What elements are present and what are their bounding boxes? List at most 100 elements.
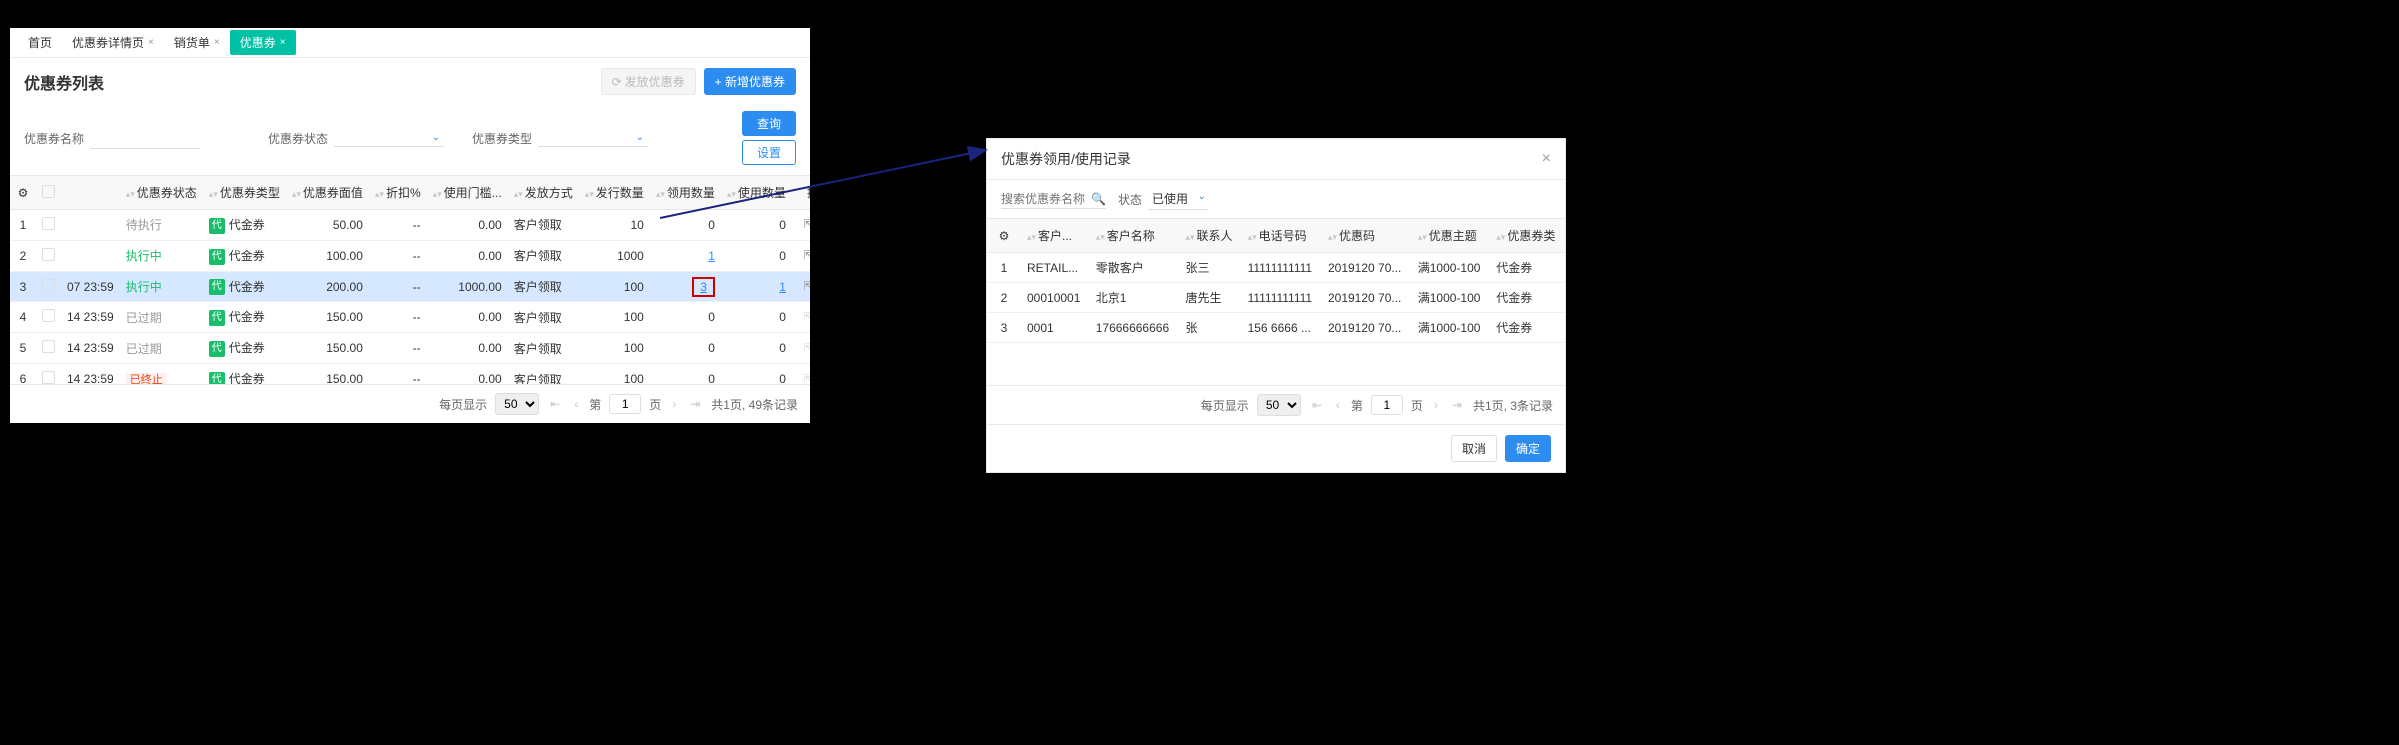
- modal-status-select[interactable]: 已使用⌄: [1148, 188, 1208, 210]
- sort-icon[interactable]: ▴▾: [433, 192, 442, 197]
- usage-table: ⚙ ▴▾客户... ▴▾客户名称 ▴▾联系人 ▴▾电话号码 ▴▾优惠码 ▴▾优惠…: [987, 219, 1565, 343]
- last-page-button[interactable]: ⇥: [1449, 398, 1465, 412]
- pagination: 每页显示 50 ⇤ ‹ 第 页 › ⇥ 共1页, 49条记录: [10, 384, 810, 423]
- table-row[interactable]: 3000117666666666张156 6666 ...2019120 70.…: [987, 313, 1565, 343]
- share-icon[interactable]: ⇱: [801, 341, 810, 356]
- status-badge: 已过期: [126, 311, 162, 325]
- sort-icon[interactable]: ▴▾: [375, 192, 384, 197]
- sort-icon[interactable]: ▴▾: [514, 192, 523, 197]
- sort-icon[interactable]: ▴▾: [209, 192, 218, 197]
- modal-search-input[interactable]: [1001, 192, 1091, 206]
- table-row[interactable]: 2 执行中 代代金券 100.00--0.00 客户领取100010 ⇱⊞: [10, 240, 810, 271]
- coupon-table: ⚙ ▴▾优惠券状态 ▴▾优惠券类型 ▴▾优惠券面值 ▴▾折扣% ▴▾使用门槛..…: [10, 176, 810, 384]
- status-badge: 执行中: [126, 280, 162, 294]
- tab-coupon[interactable]: 优惠券×: [230, 30, 296, 55]
- modal-status-label: 状态: [1118, 191, 1142, 208]
- close-icon[interactable]: ×: [1542, 150, 1551, 168]
- page-size-select[interactable]: 50: [495, 393, 539, 415]
- tab-bar: 首页 优惠券详情页× 销货单× 优惠券×: [10, 28, 810, 58]
- filter-type-select[interactable]: ⌄: [538, 129, 648, 147]
- gear-icon[interactable]: ⚙: [16, 186, 30, 200]
- sort-icon[interactable]: ▴▾: [585, 192, 594, 197]
- prev-page-button[interactable]: ‹: [571, 397, 581, 411]
- filter-name-label: 优惠券名称: [24, 130, 84, 147]
- usage-record-modal: 优惠券领用/使用记录 × 🔍 状态 已使用⌄ ⚙ ▴▾客户... ▴▾客户名称 …: [986, 138, 1566, 473]
- sort-icon[interactable]: ▴▾: [292, 192, 301, 197]
- first-page-button[interactable]: ⇤: [547, 397, 563, 411]
- close-icon[interactable]: ×: [214, 37, 220, 48]
- share-icon[interactable]: ⇱: [801, 279, 810, 294]
- type-badge-icon: 代: [209, 310, 225, 326]
- type-badge-icon: 代: [209, 341, 225, 357]
- claim-qty-link[interactable]: 1: [708, 249, 715, 263]
- last-page-button[interactable]: ⇥: [687, 397, 703, 411]
- page-input[interactable]: [609, 394, 641, 414]
- type-badge-icon: 代: [209, 372, 225, 384]
- chevron-down-icon: ⌄: [432, 132, 440, 143]
- row-checkbox[interactable]: [42, 248, 55, 261]
- use-qty-link[interactable]: 1: [779, 280, 786, 294]
- coupon-table-wrap[interactable]: ⚙ ▴▾优惠券状态 ▴▾优惠券类型 ▴▾优惠券面值 ▴▾折扣% ▴▾使用门槛..…: [10, 175, 810, 384]
- table-row[interactable]: 6 14 23:59 已终止 代代金券 150.00--0.00 客户领取100…: [10, 364, 810, 384]
- filter-status-label: 优惠券状态: [268, 130, 328, 147]
- sort-icon[interactable]: ▴▾: [126, 192, 135, 197]
- table-row[interactable]: 1 待执行 代代金券 50.00--0.00 客户领取1000 ⇱⊞: [10, 210, 810, 241]
- per-page-label: 每页显示: [439, 396, 487, 413]
- new-coupon-button[interactable]: + 新增优惠券: [704, 68, 796, 95]
- sort-icon[interactable]: ▴▾: [656, 192, 665, 197]
- claim-qty-link[interactable]: 3: [700, 280, 707, 294]
- table-row[interactable]: 4 14 23:59 已过期 代代金券 150.00--0.00 客户领取100…: [10, 302, 810, 333]
- close-icon[interactable]: ×: [280, 37, 286, 48]
- row-checkbox[interactable]: [42, 371, 55, 384]
- type-badge-icon: 代: [209, 218, 225, 234]
- tab-sales[interactable]: 销货单×: [164, 30, 230, 55]
- checkbox-all[interactable]: [42, 185, 55, 198]
- share-icon[interactable]: ⇱: [801, 310, 810, 325]
- table-row[interactable]: 1RETAIL...零散客户张三111111111112019120 70...…: [987, 253, 1565, 283]
- search-icon[interactable]: 🔍: [1091, 192, 1106, 206]
- filter-name-input[interactable]: [90, 128, 200, 149]
- table-row[interactable]: 200010001北京1唐先生111111111112019120 70...满…: [987, 283, 1565, 313]
- first-page-button[interactable]: ⇤: [1309, 398, 1325, 412]
- table-row[interactable]: 5 14 23:59 已过期 代代金券 150.00--0.00 客户领取100…: [10, 333, 810, 364]
- settings-button[interactable]: 设置: [742, 140, 796, 165]
- search-button[interactable]: 查询: [742, 111, 796, 136]
- tab-home[interactable]: 首页: [18, 30, 62, 55]
- next-page-button[interactable]: ›: [669, 397, 679, 411]
- issue-coupon-button[interactable]: ⟳发放优惠券: [601, 68, 696, 95]
- status-badge: 已终止: [126, 373, 167, 384]
- chevron-down-icon: ⌄: [1198, 191, 1206, 202]
- sort-icon[interactable]: ▴▾: [727, 192, 736, 197]
- page-title: 优惠券列表: [24, 70, 104, 94]
- page-summary: 共1页, 49条记录: [711, 396, 798, 413]
- type-badge-icon: 代: [209, 279, 225, 295]
- type-badge-icon: 代: [209, 249, 225, 265]
- chevron-down-icon: ⌄: [636, 132, 644, 143]
- modal-title: 优惠券领用/使用记录: [1001, 149, 1131, 169]
- table-row[interactable]: 3 07 23:59 执行中 代代金券 200.00--1000.00 客户领取…: [10, 271, 810, 302]
- filter-status-select[interactable]: ⌄: [334, 129, 444, 147]
- modal-page-size-select[interactable]: 50: [1257, 394, 1301, 416]
- row-checkbox[interactable]: [42, 309, 55, 322]
- share-icon[interactable]: ⇱: [801, 217, 810, 232]
- title-bar: 优惠券列表 ⟳发放优惠券 + 新增优惠券: [10, 58, 810, 105]
- gear-icon[interactable]: ⚙: [997, 229, 1011, 243]
- modal-search: 🔍: [1001, 190, 1106, 209]
- next-page-button[interactable]: ›: [1431, 398, 1441, 412]
- cancel-button[interactable]: 取消: [1451, 435, 1497, 462]
- status-badge: 已过期: [126, 342, 162, 356]
- filter-type-label: 优惠券类型: [472, 130, 532, 147]
- modal-page-input[interactable]: [1371, 395, 1403, 415]
- tab-detail[interactable]: 优惠券详情页×: [62, 30, 164, 55]
- coupon-list-panel: 首页 优惠券详情页× 销货单× 优惠券× 优惠券列表 ⟳发放优惠券 + 新增优惠…: [10, 28, 810, 423]
- ok-button[interactable]: 确定: [1505, 435, 1551, 462]
- status-badge: 执行中: [126, 249, 162, 263]
- row-checkbox[interactable]: [42, 340, 55, 353]
- close-icon[interactable]: ×: [148, 37, 154, 48]
- row-checkbox[interactable]: [42, 217, 55, 230]
- share-icon[interactable]: ⇱: [801, 248, 810, 263]
- row-checkbox[interactable]: [42, 279, 55, 292]
- share-icon[interactable]: ⇱: [801, 372, 810, 384]
- filter-bar: 优惠券名称 优惠券状态 ⌄ 优惠券类型 ⌄ 查询 设置: [10, 105, 810, 175]
- prev-page-button[interactable]: ‹: [1333, 398, 1343, 412]
